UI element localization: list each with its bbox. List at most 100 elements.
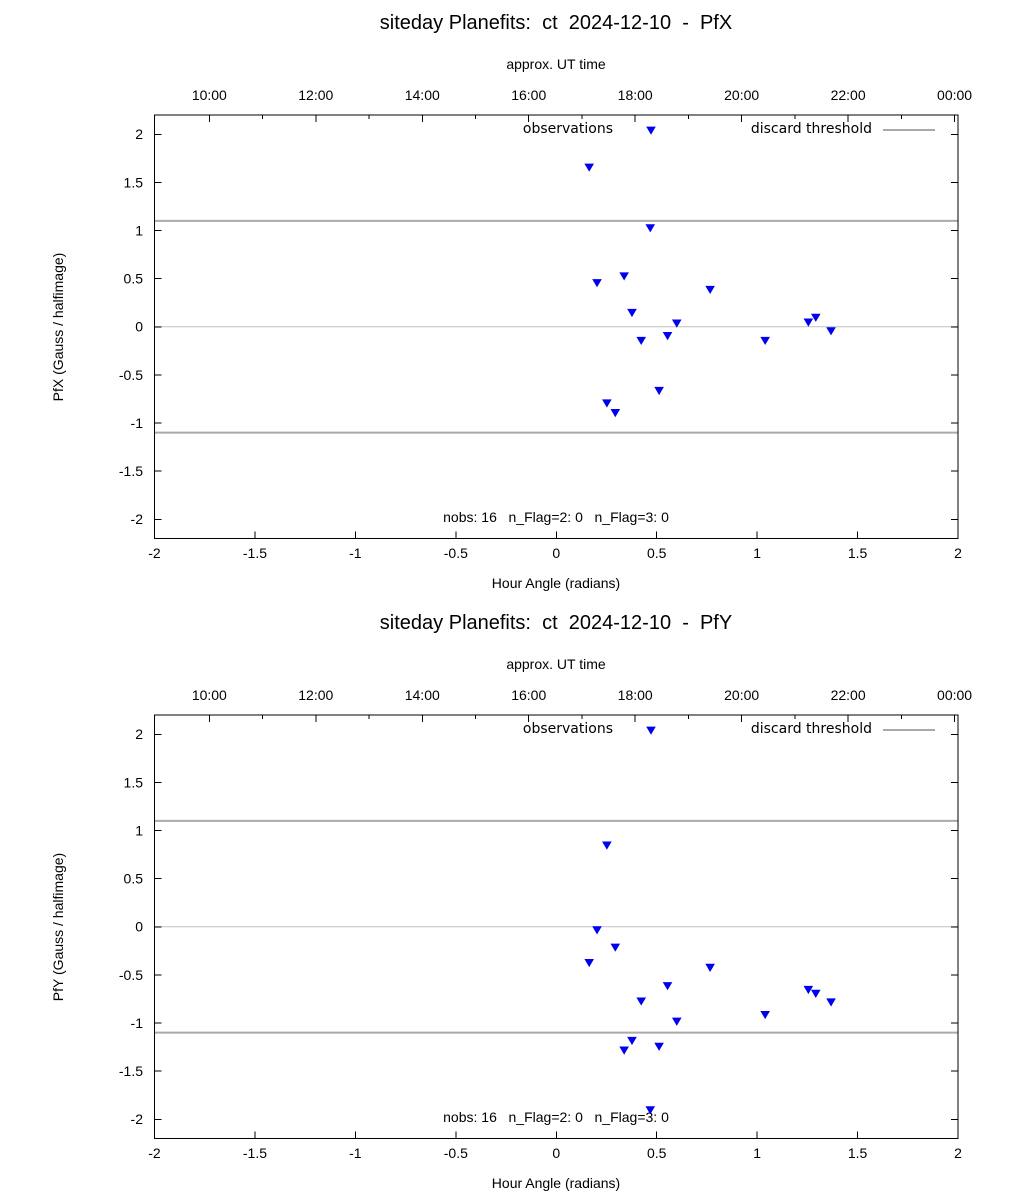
legend-observations-marker-icon (646, 726, 656, 735)
ut-tick-label: 16:00 (511, 87, 546, 103)
data-points (584, 841, 836, 1115)
x-tick-label: 2 (954, 545, 962, 561)
y-tick-label: -1.5 (119, 463, 143, 479)
data-point-marker (619, 1046, 629, 1055)
ut-tick-label: 00:00 (937, 87, 972, 103)
data-point-marker (810, 989, 821, 998)
data-point-marker (627, 308, 637, 318)
legend-label-discard-threshold: discard threshold (750, 721, 872, 737)
x-tick-label: -1.5 (243, 545, 267, 561)
y-tick-label: 2 (135, 126, 143, 142)
x-tick-label: -0.5 (444, 1145, 468, 1161)
data-point-marker (584, 163, 594, 172)
ut-tick-label: 20:00 (724, 687, 759, 703)
y-tick-label: 0 (135, 919, 143, 935)
ut-tick-label: 20:00 (724, 87, 759, 103)
y-tick-label: 0.5 (124, 871, 144, 887)
data-point-marker (671, 319, 682, 328)
data-point-marker (803, 985, 814, 995)
x-tick-label: -1 (349, 1145, 362, 1161)
y-tick-label: -1.5 (119, 1063, 143, 1079)
legend-label-observations: observations (522, 721, 613, 737)
data-point-marker (592, 926, 602, 935)
data-point-marker (760, 1010, 770, 1020)
legend-label-discard-threshold: discard threshold (750, 121, 872, 137)
x-tick-label: 1.5 (848, 545, 868, 561)
ut-tick-label: 18:00 (618, 687, 653, 703)
legend-observations-marker-icon (646, 126, 656, 135)
discard-threshold-lines (154, 819, 958, 1034)
x-tick-label: 0 (552, 545, 560, 561)
plot-svg-pfy: 2 1.5 1 0.5 0 -0.5 -1 -1.5 -2 -2 -1.5 -1 -0.5 0 0.5 1 1.… (119, 687, 972, 1161)
y-tick-label: 1 (135, 822, 143, 838)
tick-labels: 2 1.5 1 0.5 0 -0.5 -1 -1.5 -2 -2 -1.5 -1 -0.5 0 0.5 1 1.… (119, 87, 972, 561)
y-tick-label: 2 (135, 726, 143, 742)
y-tick-label: -2 (131, 511, 144, 527)
y-tick-label: -1 (131, 415, 144, 431)
x-tick-label: 1.5 (848, 1145, 868, 1161)
ut-tick-label: 10:00 (192, 687, 227, 703)
y-tick-label: 1.5 (124, 774, 144, 790)
y-tick-label: -1 (131, 1015, 144, 1031)
data-point-marker (671, 1017, 682, 1026)
ut-tick-label: 16:00 (511, 687, 546, 703)
data-points (584, 163, 836, 418)
data-point-marker (602, 841, 612, 850)
ut-tick-label: 12:00 (298, 687, 333, 703)
data-point-marker (636, 336, 647, 346)
x-tick-label: 0.5 (647, 1145, 667, 1161)
x-tick-label: 1 (753, 545, 761, 561)
ut-tick-label: 12:00 (298, 87, 333, 103)
ut-tick-label: 00:00 (937, 687, 972, 703)
y-tick-label: 0 (135, 319, 143, 335)
discard-threshold-lines (154, 219, 958, 434)
x-tick-label: -1 (349, 545, 362, 561)
legend-samples (646, 126, 935, 135)
axis-ticks (154, 715, 959, 1139)
ut-time-axis-label: approx. UT time (506, 56, 606, 72)
data-point-marker (645, 1106, 656, 1115)
data-point-marker (662, 982, 673, 991)
data-point-marker (810, 313, 821, 322)
ut-tick-label: 14:00 (405, 687, 440, 703)
ut-tick-label: 22:00 (831, 687, 866, 703)
x-tick-label: 1 (753, 1145, 761, 1161)
data-point-marker (803, 318, 814, 327)
data-point-marker (705, 285, 715, 295)
data-point-marker (654, 386, 664, 396)
axis-ticks (154, 115, 959, 539)
x-tick-label: -2 (148, 545, 161, 561)
data-point-marker (584, 958, 594, 968)
data-point-marker (592, 279, 602, 288)
data-point-marker (602, 399, 612, 408)
y-tick-label: -0.5 (119, 967, 143, 983)
y-tick-label: -0.5 (119, 367, 143, 383)
data-point-marker (760, 336, 770, 346)
plot-svg-pfx: 2 1.5 1 0.5 0 -0.5 -1 -1.5 -2 -2 -1.5 -1 -0.5 0 0.5 1 1.… (119, 87, 972, 561)
data-point-marker (610, 943, 621, 952)
x-tick-label: -1.5 (243, 1145, 267, 1161)
data-point-marker (826, 327, 836, 336)
data-point-marker (636, 997, 647, 1006)
y-tick-label: 1 (135, 222, 143, 238)
data-point-marker (654, 1042, 664, 1051)
data-point-marker (610, 409, 621, 418)
plot-panel-pfy: siteday Planefits: ct 2024-12-10 - PfY a… (0, 600, 1024, 1200)
x-tick-label: 0.5 (647, 545, 667, 561)
plot-title-pfy: siteday Planefits: ct 2024-12-10 - PfY (379, 612, 733, 634)
tick-labels: 2 1.5 1 0.5 0 -0.5 -1 -1.5 -2 -2 -1.5 -1 -0.5 0 0.5 1 1.… (119, 687, 972, 1161)
x-tick-label: 0 (552, 1145, 560, 1161)
y-tick-label: 0.5 (124, 271, 144, 287)
x-axis-label: Hour Angle (radians) (491, 575, 621, 591)
data-point-marker (619, 272, 629, 281)
legend-samples (646, 726, 935, 735)
ut-tick-label: 10:00 (192, 87, 227, 103)
y-tick-label: -2 (131, 1111, 144, 1127)
plot-title-pfx: siteday Planefits: ct 2024-12-10 - PfX (379, 12, 733, 34)
ut-time-axis-label: approx. UT time (506, 656, 606, 672)
x-tick-label: -0.5 (444, 545, 468, 561)
ut-tick-label: 22:00 (831, 87, 866, 103)
y-tick-label: 1.5 (124, 174, 144, 190)
legend-label-observations: observations (522, 121, 613, 137)
